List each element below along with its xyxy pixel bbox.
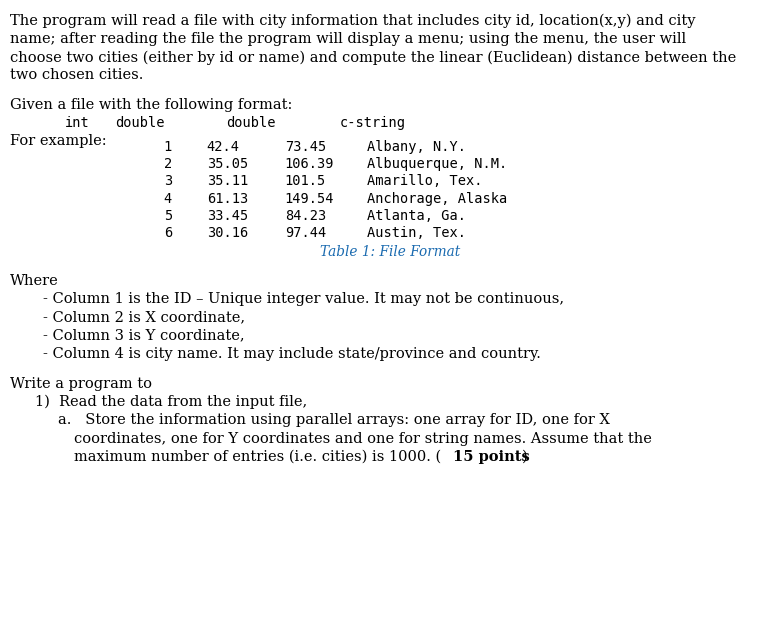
Text: 149.54: 149.54 (285, 192, 334, 206)
Text: coordinates, one for Y coordinates and one for string names. Assume that the: coordinates, one for Y coordinates and o… (74, 431, 652, 446)
Text: - Column 2 is X coordinate,: - Column 2 is X coordinate, (43, 310, 245, 324)
Text: maximum number of entries (i.e. cities) is 1000. (: maximum number of entries (i.e. cities) … (74, 450, 441, 464)
Text: 101.5: 101.5 (285, 175, 326, 188)
Text: - Column 4 is city name. It may include state/province and country.: - Column 4 is city name. It may include … (43, 347, 541, 361)
Text: double: double (115, 116, 165, 130)
Text: 97.44: 97.44 (285, 227, 326, 240)
Text: ): ) (522, 450, 527, 464)
Text: Where: Where (10, 274, 59, 288)
Text: 84.23: 84.23 (285, 209, 326, 223)
Text: Table 1: File Format: Table 1: File Format (320, 245, 460, 259)
Text: 5: 5 (164, 209, 172, 223)
Text: 1: 1 (164, 140, 172, 154)
Text: 33.45: 33.45 (207, 209, 248, 223)
Text: choose two cities (either by id or name) and compute the linear (Euclidean) dist: choose two cities (either by id or name)… (10, 50, 736, 64)
Text: 1)  Read the data from the input file,: 1) Read the data from the input file, (35, 395, 307, 409)
Text: Albany, N.Y.: Albany, N.Y. (367, 140, 466, 154)
Text: - Column 1 is the ID – Unique integer value. It may not be continuous,: - Column 1 is the ID – Unique integer va… (43, 292, 564, 306)
Text: 61.13: 61.13 (207, 192, 248, 206)
Text: 106.39: 106.39 (285, 157, 334, 171)
Text: Anchorage, Alaska: Anchorage, Alaska (367, 192, 507, 206)
Text: int: int (65, 116, 90, 130)
Text: Atlanta, Ga.: Atlanta, Ga. (367, 209, 466, 223)
Text: 73.45: 73.45 (285, 140, 326, 154)
Text: Amarillo, Tex.: Amarillo, Tex. (367, 175, 482, 188)
Text: 2: 2 (164, 157, 172, 171)
Text: two chosen cities.: two chosen cities. (10, 68, 144, 82)
Text: a.   Store the information using parallel arrays: one array for ID, one for X: a. Store the information using parallel … (58, 413, 611, 427)
Text: - Column 3 is Y coordinate,: - Column 3 is Y coordinate, (43, 329, 244, 342)
Text: 4: 4 (164, 192, 172, 206)
Text: 6: 6 (164, 227, 172, 240)
Text: Albuquerque, N.M.: Albuquerque, N.M. (367, 157, 507, 171)
Text: Given a file with the following format:: Given a file with the following format: (10, 98, 292, 111)
Text: Write a program to: Write a program to (10, 377, 152, 391)
Text: c-string: c-string (339, 116, 406, 130)
Text: The program will read a file with city information that includes city id, locati: The program will read a file with city i… (10, 14, 696, 28)
Text: name; after reading the file the program will display a menu; using the menu, th: name; after reading the file the program… (10, 32, 686, 46)
Text: 35.11: 35.11 (207, 175, 248, 188)
Text: Austin, Tex.: Austin, Tex. (367, 227, 466, 240)
Text: 30.16: 30.16 (207, 227, 248, 240)
Text: 35.05: 35.05 (207, 157, 248, 171)
Text: 15 points: 15 points (453, 450, 530, 464)
Text: double: double (226, 116, 275, 130)
Text: 42.4: 42.4 (207, 140, 239, 154)
Text: 3: 3 (164, 175, 172, 188)
Text: For example:: For example: (10, 134, 107, 148)
